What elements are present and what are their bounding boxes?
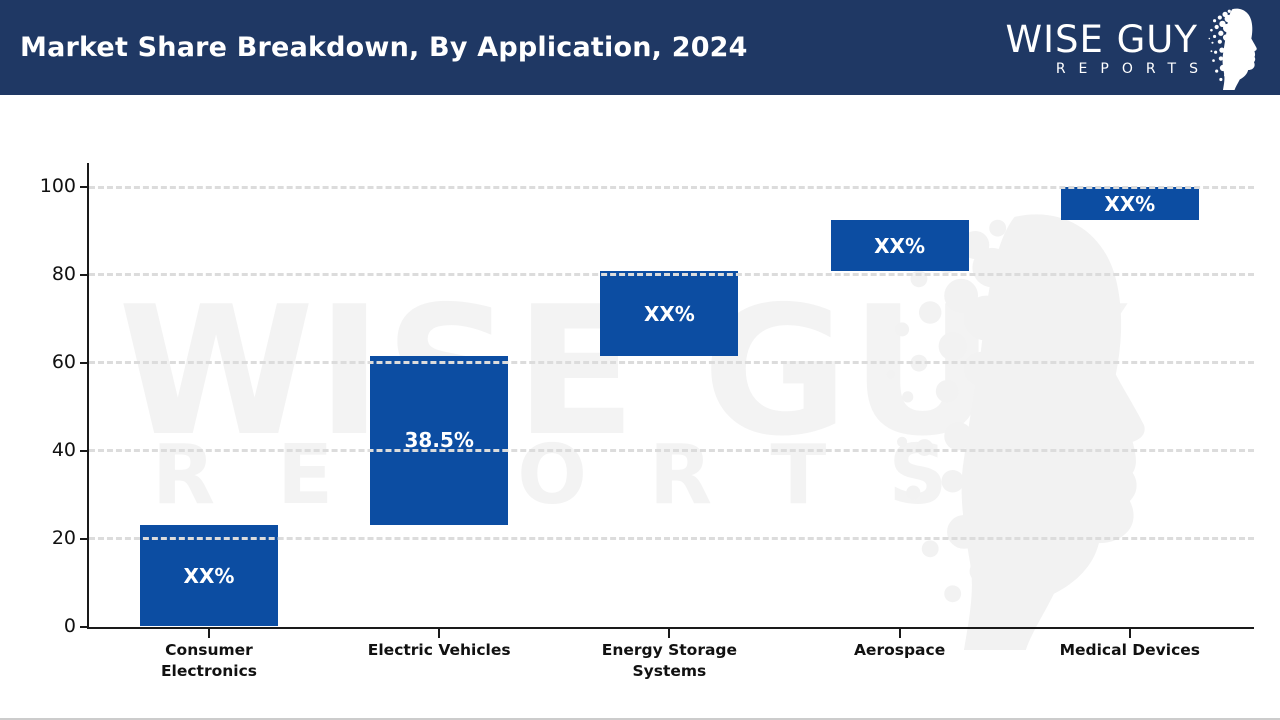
x-axis-label-electric-vehicles: Electric Vehicles	[367, 641, 511, 659]
bar-consumer-electronics: XX%	[140, 524, 278, 627]
wiseguy-face-icon	[1208, 8, 1257, 90]
y-tick-mark-80	[80, 273, 88, 276]
wise-guy-logo: WISE GUY REPORTS	[1006, 6, 1266, 90]
x-axis-label-aerospace: Aerospace	[853, 641, 946, 659]
y-tick-mark-40	[80, 449, 88, 452]
x-tick-mark-medical-devices	[1128, 628, 1131, 638]
bar-value-label-consumer-electronics: XX%	[183, 563, 235, 588]
bar-value-label-energy-storage-systems: XX%	[643, 301, 695, 326]
y-tick-mark-60	[80, 361, 88, 364]
logo-sub-text: REPORTS	[1055, 60, 1211, 77]
gridline-80	[89, 273, 1254, 277]
bar-aerospace: XX%	[830, 220, 969, 272]
bar-value-label-aerospace: XX%	[874, 233, 926, 258]
y-axis-tick-label-0: 0	[63, 614, 76, 637]
bar-energy-storage-systems: XX%	[600, 271, 739, 356]
logo-brand-text: WISE GUY	[1005, 17, 1198, 61]
x-tick-mark-aerospace	[898, 628, 901, 638]
bar-value-label-medical-devices: XX%	[1104, 191, 1156, 216]
y-axis-tick-label-80: 80	[51, 262, 76, 285]
y-axis-tick-label-100: 100	[39, 175, 76, 197]
gridline-40	[89, 449, 1254, 453]
y-axis-tick-label-40: 40	[51, 438, 76, 461]
x-axis-label-energy-storage-systems: Energy Storage Systems	[601, 641, 738, 680]
y-tick-mark-20	[80, 537, 88, 540]
bar-value-label-electric-vehicles: 38.5%	[404, 428, 474, 453]
y-axis-line	[87, 163, 89, 629]
x-axis-label-consumer-electronics: Consumer Electronics	[160, 641, 258, 680]
header-bar: Market Share Breakdown, By Application, …	[0, 0, 1280, 95]
gridline-100	[89, 185, 1254, 189]
y-tick-mark-100	[80, 186, 88, 188]
bottom-border	[0, 718, 1280, 720]
y-axis-tick-label-60: 60	[51, 350, 76, 373]
x-tick-mark-energy-storage-systems	[668, 628, 671, 638]
page-title: Market Share Breakdown, By Application, …	[20, 32, 748, 63]
gridline-20	[89, 537, 1254, 541]
bar-electric-vehicles: 38.5%	[370, 355, 509, 525]
gridline-60	[89, 361, 1254, 365]
waterfall-chart: 0 20 40 60 80 100 XX% Consumer Electronics 38.5%…	[0, 95, 1280, 718]
watermark-sub-text: REPORTS	[152, 428, 1010, 523]
y-tick-mark-0	[80, 625, 88, 628]
y-axis-tick-label-20: 20	[51, 526, 76, 549]
bar-medical-devices: XX%	[1060, 187, 1199, 221]
x-tick-mark-electric-vehicles	[438, 628, 441, 638]
x-axis-label-medical-devices: Medical Devices	[1059, 641, 1201, 659]
x-axis-line	[87, 626, 1254, 629]
logo-text: WISE GUY REPORTS	[1006, 21, 1198, 76]
x-tick-mark-consumer-electronics	[208, 628, 210, 638]
